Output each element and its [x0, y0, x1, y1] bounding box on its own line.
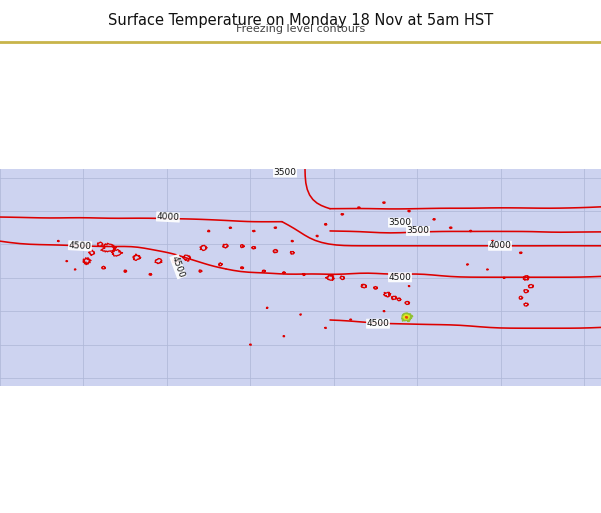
Polygon shape — [341, 214, 344, 215]
Text: 4500: 4500 — [170, 254, 186, 279]
Polygon shape — [358, 207, 360, 208]
Polygon shape — [450, 227, 452, 228]
Polygon shape — [401, 313, 413, 322]
Polygon shape — [403, 315, 409, 319]
Polygon shape — [274, 227, 276, 228]
Polygon shape — [469, 230, 472, 232]
Polygon shape — [66, 261, 67, 262]
Polygon shape — [383, 311, 385, 312]
Polygon shape — [229, 227, 231, 228]
Polygon shape — [492, 241, 494, 242]
Text: 3500: 3500 — [273, 168, 296, 177]
Polygon shape — [350, 319, 352, 320]
Polygon shape — [252, 230, 255, 232]
Text: 3500: 3500 — [388, 218, 412, 227]
Text: 4500: 4500 — [69, 241, 92, 251]
Polygon shape — [291, 241, 293, 242]
Polygon shape — [408, 286, 410, 287]
Polygon shape — [520, 252, 522, 253]
Polygon shape — [300, 314, 301, 315]
Polygon shape — [508, 247, 510, 248]
Polygon shape — [406, 317, 407, 318]
Polygon shape — [325, 224, 327, 225]
Text: 4500: 4500 — [389, 273, 412, 282]
Text: 3500: 3500 — [406, 226, 430, 235]
Polygon shape — [433, 219, 435, 220]
Polygon shape — [75, 269, 76, 270]
Text: Surface Temperature on Monday 18 Nov at 5am HST: Surface Temperature on Monday 18 Nov at … — [108, 13, 493, 28]
Polygon shape — [325, 327, 326, 328]
Polygon shape — [487, 269, 488, 270]
Polygon shape — [408, 210, 410, 212]
Polygon shape — [249, 344, 251, 345]
Text: 4500: 4500 — [367, 319, 389, 328]
Polygon shape — [466, 264, 468, 265]
Polygon shape — [316, 235, 318, 236]
Text: 4000: 4000 — [156, 212, 180, 222]
Polygon shape — [266, 307, 268, 308]
Polygon shape — [208, 230, 210, 232]
Polygon shape — [283, 336, 284, 337]
Text: Freezing level contours: Freezing level contours — [236, 25, 365, 34]
Text: 4000: 4000 — [489, 241, 511, 250]
Polygon shape — [383, 202, 385, 203]
Polygon shape — [58, 241, 59, 242]
